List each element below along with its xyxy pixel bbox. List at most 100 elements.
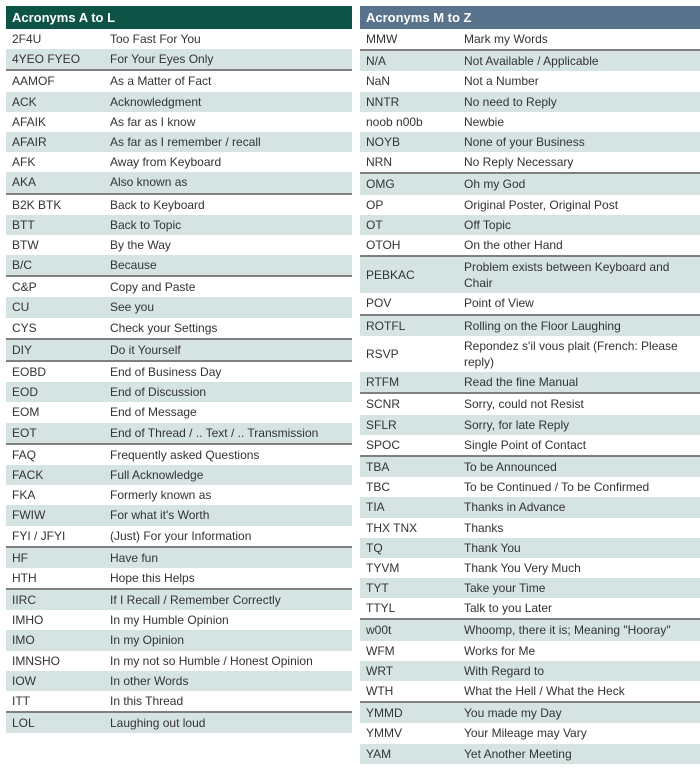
acronym-cell: AFAIK xyxy=(6,112,104,132)
left-header: Acronyms A to L xyxy=(6,6,352,29)
acronym-cell: TIA xyxy=(360,497,458,517)
meaning-cell: Copy and Paste xyxy=(104,277,352,297)
table-row: CUSee you xyxy=(6,297,352,317)
acronym-cell: B/C xyxy=(6,255,104,275)
meaning-cell: By the Way xyxy=(104,235,352,255)
table-row: FKAFormerly known as xyxy=(6,485,352,505)
meaning-cell: For what it's Worth xyxy=(104,505,352,525)
meaning-cell: Off Topic xyxy=(458,215,700,235)
table-row: BTWBy the Way xyxy=(6,235,352,255)
meaning-cell: What the Hell / What the Heck xyxy=(458,681,700,701)
meaning-cell: Frequently asked Questions xyxy=(104,445,352,465)
meaning-cell: As far as I know xyxy=(104,112,352,132)
acronym-cell: 4YEO FYEO xyxy=(6,49,104,69)
meaning-cell: Your Mileage may Vary xyxy=(458,723,700,743)
acronym-cell: TTYL xyxy=(360,598,458,618)
acronym-cell: DIY xyxy=(6,340,104,360)
acronym-cell: TQ xyxy=(360,538,458,558)
meaning-cell: See you xyxy=(104,297,352,317)
acronym-cell: TBC xyxy=(360,477,458,497)
meaning-cell: Sorry, for late Reply xyxy=(458,415,700,435)
table-row: OTOHOn the other Hand xyxy=(360,235,700,255)
meaning-cell: Repondez s'il vous plait (French: Please… xyxy=(458,336,700,372)
acronym-cell: IMHO xyxy=(6,610,104,630)
meaning-cell: With Regard to xyxy=(458,661,700,681)
meaning-cell: Rolling on the Floor Laughing xyxy=(458,316,700,336)
table-row: AFAIRAs far as I remember / recall xyxy=(6,132,352,152)
acronym-cell: FACK xyxy=(6,465,104,485)
meaning-cell: Oh my God xyxy=(458,174,700,194)
acronym-cell: RSVP xyxy=(360,336,458,372)
meaning-cell: No Reply Necessary xyxy=(458,152,700,172)
table-row: AFAIKAs far as I know xyxy=(6,112,352,132)
table-row: TQThank You xyxy=(360,538,700,558)
meaning-cell: Acknowledgment xyxy=(104,92,352,112)
meaning-cell: End of Discussion xyxy=(104,382,352,402)
table-row: NRNNo Reply Necessary xyxy=(360,152,700,172)
table-row: RSVPRepondez s'il vous plait (French: Pl… xyxy=(360,336,700,372)
acronym-cell: CU xyxy=(6,297,104,317)
acronym-cell: AAMOF xyxy=(6,71,104,91)
acronym-cell: ROTFL xyxy=(360,316,458,336)
acronym-cell: WTH xyxy=(360,681,458,701)
meaning-cell: Point of View xyxy=(458,293,700,313)
meaning-cell: Because xyxy=(104,255,352,275)
right-column: Acronyms M to Z MMWMark my WordsN/ANot A… xyxy=(360,6,700,764)
acronym-cell: N/A xyxy=(360,51,458,71)
table-row: AKAAlso known as xyxy=(6,172,352,192)
meaning-cell: Take your Time xyxy=(458,578,700,598)
acronym-cell: 2F4U xyxy=(6,29,104,49)
table-row: YMMVYour Mileage may Vary xyxy=(360,723,700,743)
table-row: FWIWFor what it's Worth xyxy=(6,505,352,525)
table-row: ITTIn this Thread xyxy=(6,691,352,711)
meaning-cell: Yet Another Meeting xyxy=(458,744,700,764)
acronym-cell: FWIW xyxy=(6,505,104,525)
table-row: THX TNXThanks xyxy=(360,518,700,538)
acronym-cell: PEBKAC xyxy=(360,257,458,293)
left-table: 2F4UToo Fast For You4YEO FYEOFor Your Ey… xyxy=(6,29,352,733)
table-row: TBATo be Announced xyxy=(360,457,700,477)
meaning-cell: To be Announced xyxy=(458,457,700,477)
acronym-cell: AFAIR xyxy=(6,132,104,152)
acronym-cell: THX TNX xyxy=(360,518,458,538)
table-row: ACKAcknowledgment xyxy=(6,92,352,112)
acronym-cell: ACK xyxy=(6,92,104,112)
acronym-cell: BTW xyxy=(6,235,104,255)
table-row: WRTWith Regard to xyxy=(360,661,700,681)
acronym-cell: HF xyxy=(6,548,104,568)
meaning-cell: To be Continued / To be Confirmed xyxy=(458,477,700,497)
acronym-cell: OMG xyxy=(360,174,458,194)
table-row: EODEnd of Discussion xyxy=(6,382,352,402)
table-row: IOWIn other Words xyxy=(6,671,352,691)
table-row: FYI / JFYI(Just) For your Information xyxy=(6,526,352,546)
meaning-cell: Have fun xyxy=(104,548,352,568)
acronym-cell: NNTR xyxy=(360,92,458,112)
meaning-cell: Back to Topic xyxy=(104,215,352,235)
acronym-cell: AFK xyxy=(6,152,104,172)
acronym-tables-wrap: Acronyms A to L 2F4UToo Fast For You4YEO… xyxy=(6,6,700,764)
table-row: IMOIn my Opinion xyxy=(6,630,352,650)
table-row: YMMDYou made my Day xyxy=(360,703,700,723)
meaning-cell: Sorry, could not Resist xyxy=(458,394,700,414)
table-row: OMGOh my God xyxy=(360,174,700,194)
table-row: EOMEnd of Message xyxy=(6,402,352,422)
table-row: NNTRNo need to Reply xyxy=(360,92,700,112)
acronym-cell: NOYB xyxy=(360,132,458,152)
meaning-cell: None of your Business xyxy=(458,132,700,152)
meaning-cell: On the other Hand xyxy=(458,235,700,255)
meaning-cell: Thank You Very Much xyxy=(458,558,700,578)
table-row: HFHave fun xyxy=(6,548,352,568)
meaning-cell: In this Thread xyxy=(104,691,352,711)
acronym-cell: FKA xyxy=(6,485,104,505)
acronym-cell: BTT xyxy=(6,215,104,235)
meaning-cell: Problem exists between Keyboard and Chai… xyxy=(458,257,700,293)
acronym-cell: WRT xyxy=(360,661,458,681)
right-table: MMWMark my WordsN/ANot Available / Appli… xyxy=(360,29,700,764)
meaning-cell: As a Matter of Fact xyxy=(104,71,352,91)
acronym-cell: C&P xyxy=(6,277,104,297)
table-row: AAMOFAs a Matter of Fact xyxy=(6,71,352,91)
meaning-cell: Laughing out loud xyxy=(104,713,352,733)
acronym-cell: B2K BTK xyxy=(6,195,104,215)
table-row: MMWMark my Words xyxy=(360,29,700,49)
acronym-cell: noob n00b xyxy=(360,112,458,132)
